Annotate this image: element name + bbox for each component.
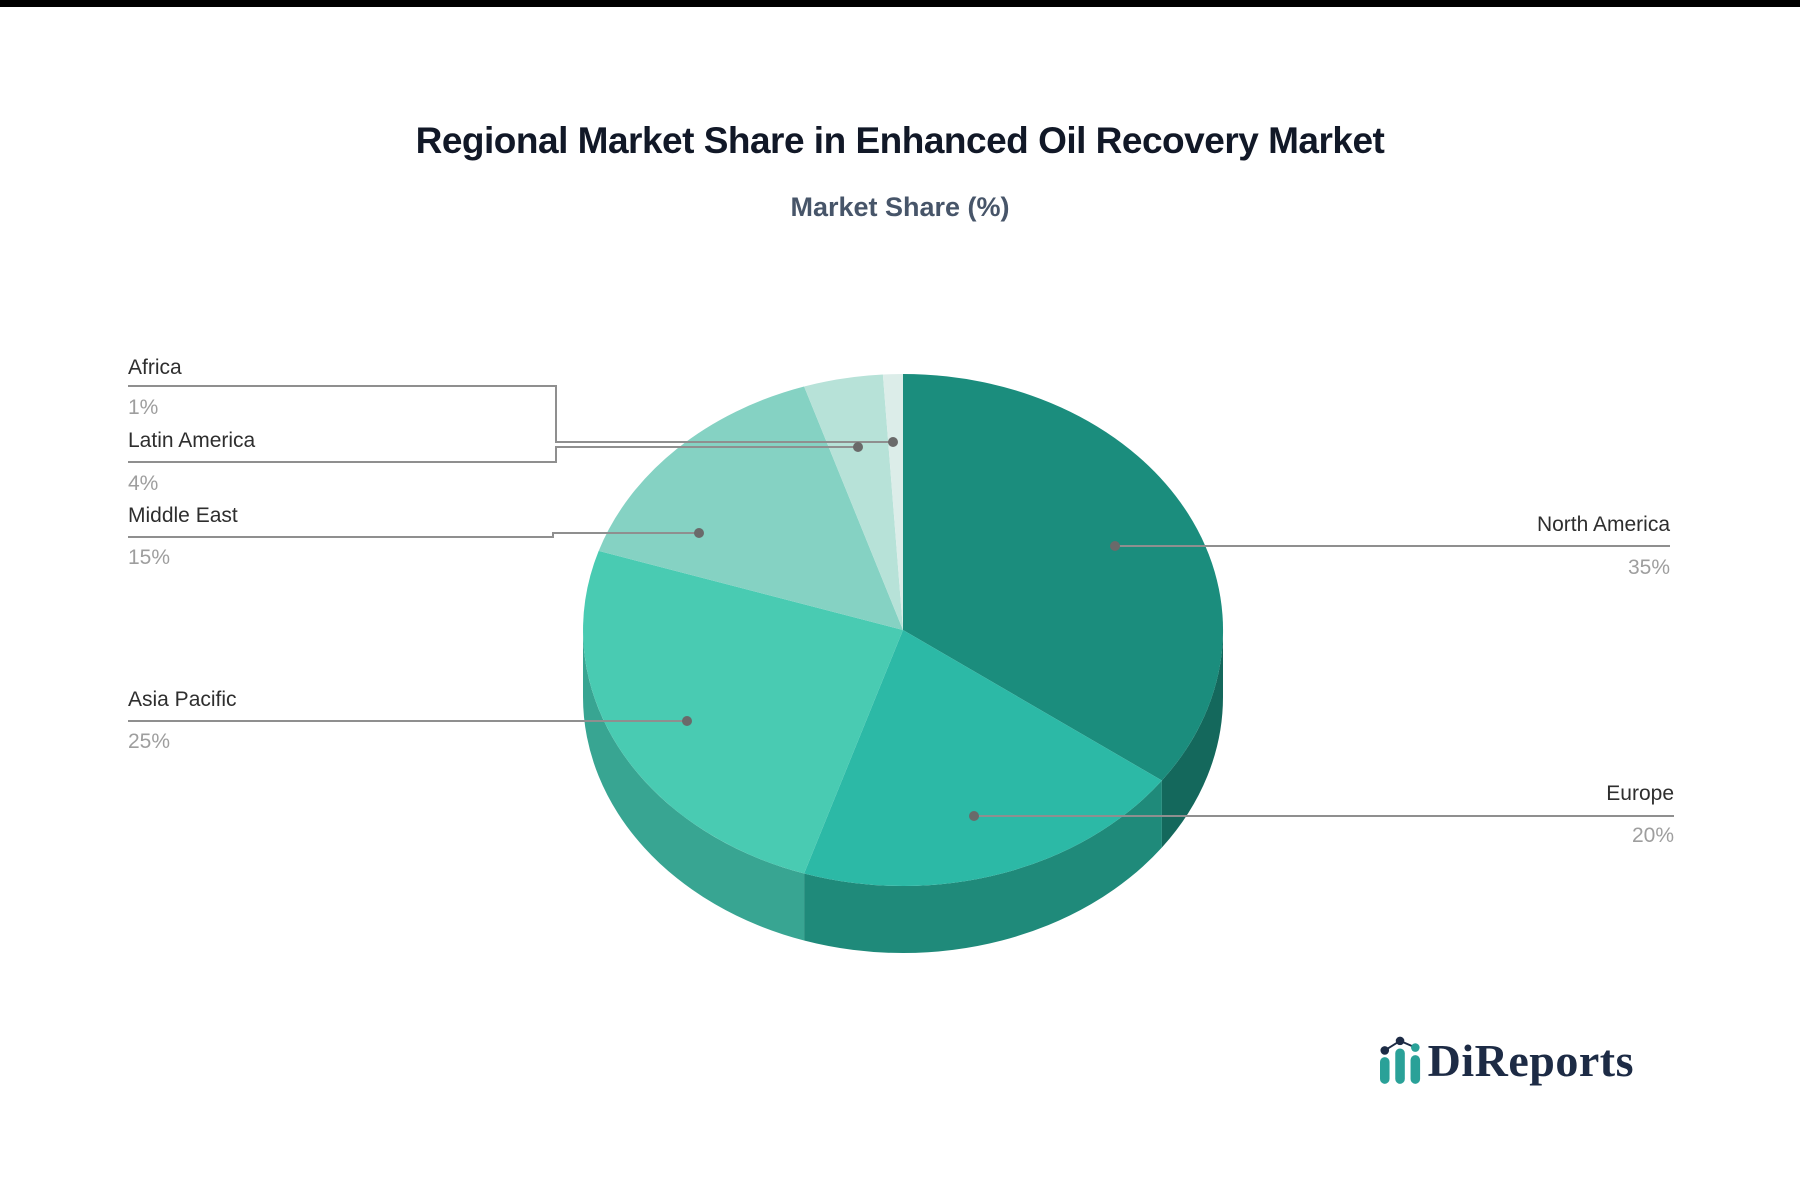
- pie-slice-asia-pacific[interactable]: [583, 550, 903, 874]
- label-europe: Europe: [1606, 782, 1674, 805]
- dot-africa: [888, 437, 898, 447]
- chart-title: Regional Market Share in Enhanced Oil Re…: [415, 120, 1385, 161]
- pct-middle-east: 15%: [128, 546, 171, 569]
- label-asia-pacific: Asia Pacific: [128, 688, 237, 711]
- callout-lines: [128, 385, 1674, 817]
- pie-slices: [583, 373, 1224, 954]
- callout-line-latin-america: [128, 446, 858, 463]
- pie-slice-side-asia-pacific[interactable]: [583, 630, 805, 941]
- pct-europe: 20%: [1631, 824, 1674, 847]
- brand-logo-text: DiReports: [1427, 1035, 1634, 1086]
- dot-north-america: [1110, 541, 1120, 551]
- pie-slice-africa[interactable]: [882, 373, 903, 630]
- top-border: [0, 0, 1800, 7]
- pie-slice-north-america[interactable]: [903, 374, 1224, 781]
- brand-logo: DiReports: [1379, 1034, 1634, 1086]
- dot-latin-america: [853, 442, 863, 452]
- label-middle-east: Middle East: [128, 504, 238, 527]
- pie-slice-side-europe[interactable]: [804, 780, 1162, 954]
- pct-africa: 1%: [128, 396, 159, 419]
- chart-subtitle: Market Share (%): [790, 192, 1010, 222]
- pct-latin-america: 4%: [128, 472, 159, 495]
- label-latin-america: Latin America: [128, 429, 256, 452]
- dot-europe: [969, 811, 979, 821]
- label-africa: Africa: [128, 356, 182, 379]
- pct-asia-pacific: 25%: [128, 730, 171, 753]
- dot-asia-pacific: [682, 716, 692, 726]
- pie-slice-side-north-america[interactable]: [1161, 630, 1223, 848]
- callout-line-africa: [128, 385, 893, 443]
- callout-line-middle-east: [128, 532, 699, 538]
- mini-bar-chart-icon: [1379, 1036, 1420, 1084]
- label-north-america: North America: [1536, 513, 1670, 536]
- pie-slice-europe[interactable]: [804, 630, 1162, 887]
- dot-middle-east: [694, 528, 704, 538]
- callout-dots: [682, 437, 1120, 821]
- pie-slice-latin-america[interactable]: [804, 374, 903, 631]
- pct-north-america: 35%: [1627, 556, 1670, 579]
